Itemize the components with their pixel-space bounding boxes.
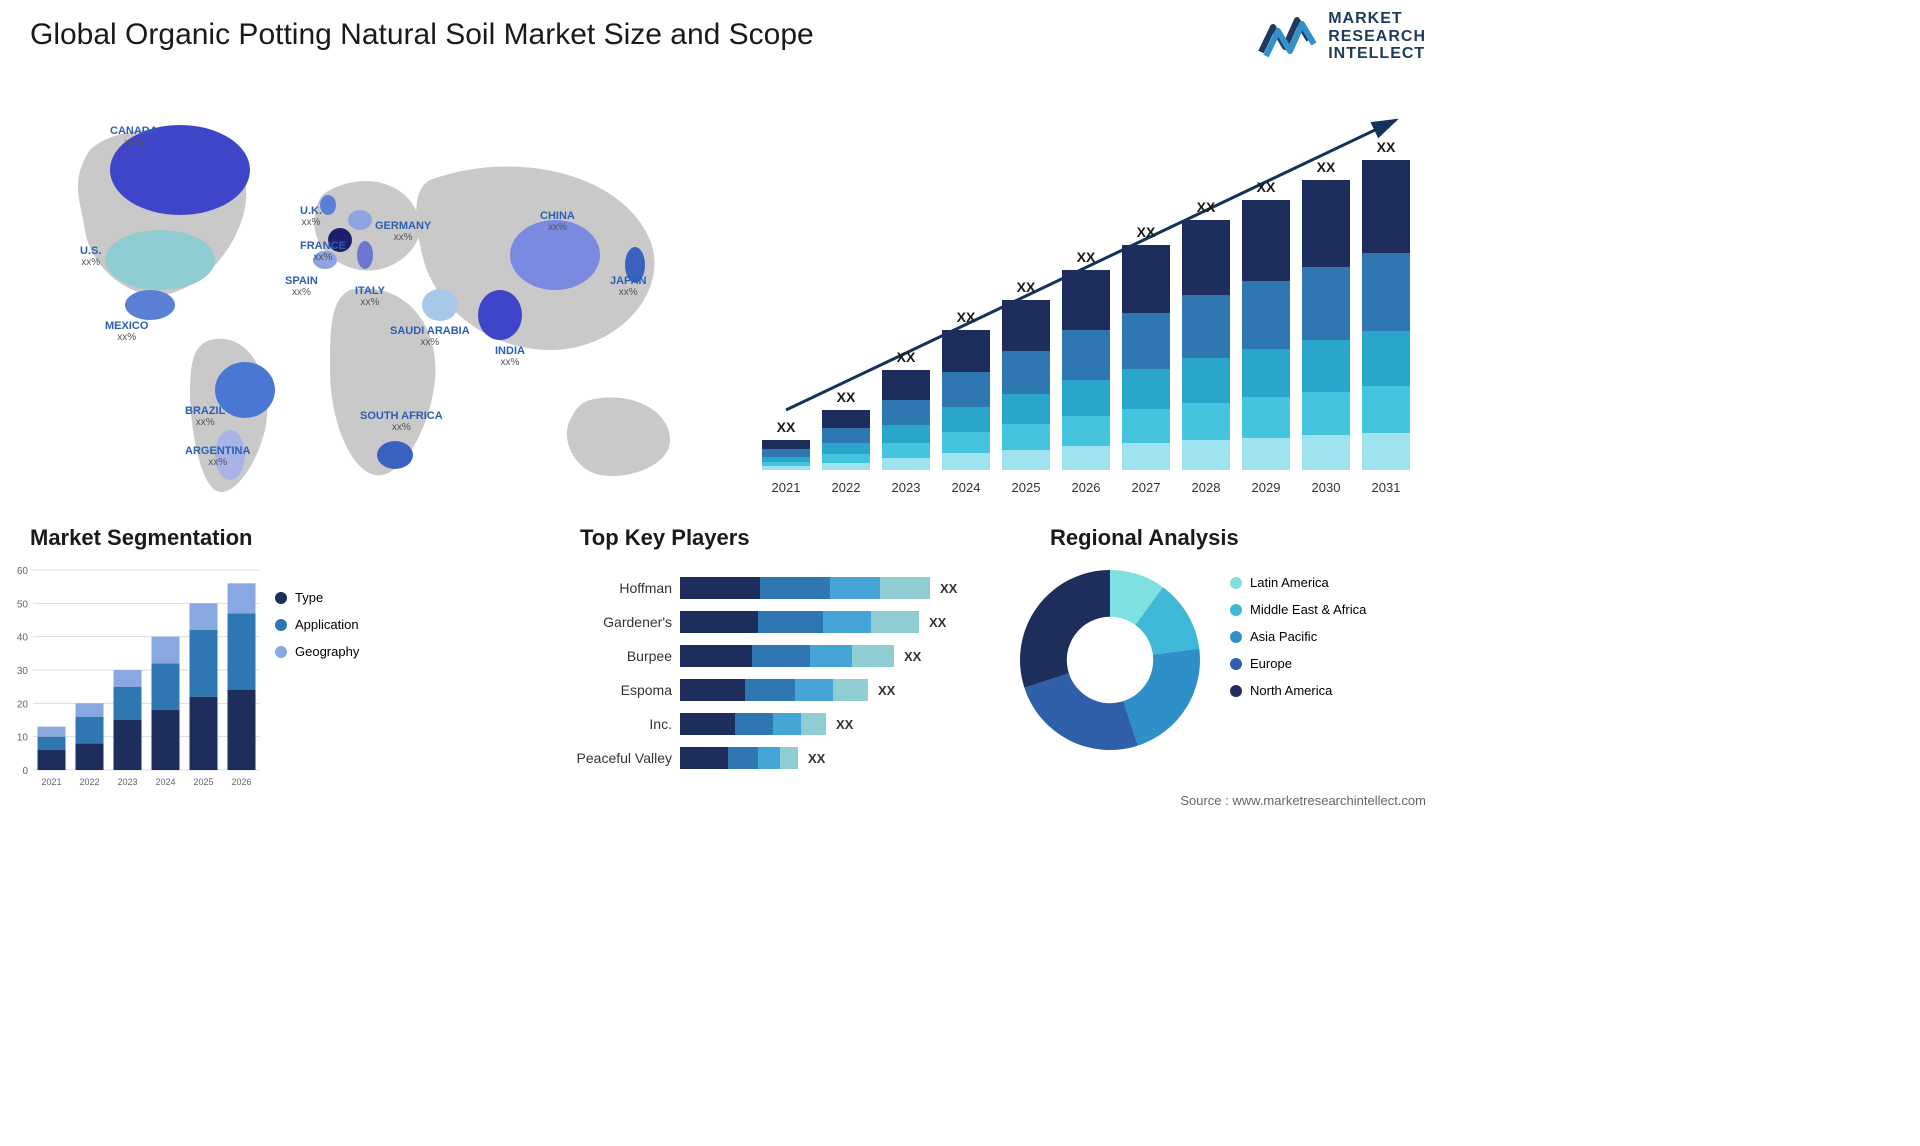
player-row: Gardener'sXX [560,609,980,635]
logo-line3: INTELLECT [1328,45,1426,63]
regional-legend-item: Asia Pacific [1230,629,1366,644]
regional-legend: Latin America Middle East & Africa Asia Pa… [1230,575,1366,710]
player-row: BurpeeXX [560,643,980,669]
world-map-panel: CANADAxx% U.S.xx% MEXICOxx% BRAZILxx% ARGENT… [30,90,710,510]
regional-legend-item: Latin America [1230,575,1366,590]
bar-xlabel: 2026 [1062,480,1110,495]
bar-xlabel: 2031 [1362,480,1410,495]
brand-logo: MARKET RESEARCH INTELLECT [1258,10,1426,63]
bar-value-label: XX [1062,249,1110,265]
regional-title: Regional Analysis [1050,525,1239,551]
bar-value-label: XX [942,309,990,325]
map-label-saudiarabia: SAUDI ARABIAxx% [390,325,470,348]
bar-xlabel: 2025 [1002,480,1050,495]
brand-logo-icon [1258,12,1318,60]
bar-2023 [882,370,930,470]
segmentation-legend-item: Geography [275,644,359,659]
map-label-italy: ITALYxx% [355,285,385,308]
map-label-spain: SPAINxx% [285,275,318,298]
svg-text:0: 0 [22,766,28,777]
bar-2027 [1122,245,1170,470]
player-row: Peaceful ValleyXX [560,745,980,771]
donut-chart [1010,560,1210,760]
bar-2026 [1062,270,1110,470]
segmentation-title: Market Segmentation [30,525,253,551]
map-label-mexico: MEXICOxx% [105,320,148,343]
svg-text:2024: 2024 [155,777,175,787]
bar-xlabel: 2027 [1122,480,1170,495]
svg-text:30: 30 [17,666,29,677]
bar-value-label: XX [1182,199,1230,215]
bar-value-label: XX [822,389,870,405]
map-label-canada: CANADAxx% [110,125,158,148]
bar-xlabel: 2023 [882,480,930,495]
regional-legend-item: Europe [1230,656,1366,671]
regional-legend-item: North America [1230,683,1366,698]
bar-value-label: XX [762,419,810,435]
bar-value-label: XX [1122,224,1170,240]
map-label-france: FRANCExx% [300,240,346,263]
svg-text:2022: 2022 [79,777,99,787]
svg-text:2026: 2026 [231,777,251,787]
map-label-uk: U.K.xx% [300,205,322,228]
bar-value-label: XX [1002,279,1050,295]
bar-2022 [822,410,870,470]
map-label-china: CHINAxx% [540,210,575,233]
svg-text:2025: 2025 [193,777,213,787]
map-label-argentina: ARGENTINAxx% [185,445,250,468]
map-label-germany: GERMANYxx% [375,220,431,243]
bar-xlabel: 2029 [1242,480,1290,495]
svg-text:50: 50 [17,599,29,610]
bar-value-label: XX [1302,159,1350,175]
segmentation-legend: Type Application Geography [275,590,359,671]
bar-value-label: XX [882,349,930,365]
bar-xlabel: 2024 [942,480,990,495]
bar-2025 [1002,300,1050,470]
map-label-southafrica: SOUTH AFRICAxx% [360,410,443,433]
logo-line1: MARKET [1328,10,1426,28]
bar-2024 [942,330,990,470]
bar-2030 [1302,180,1350,470]
segmentation-legend-item: Type [275,590,359,605]
player-row: Inc.XX [560,711,980,737]
bar-2031 [1362,160,1410,470]
bar-2029 [1242,200,1290,470]
logo-line2: RESEARCH [1328,28,1426,46]
map-label-brazil: BRAZILxx% [185,405,225,428]
bar-value-label: XX [1362,139,1410,155]
bar-2021 [762,440,810,470]
main-bar-chart: 2021 XX 2022 XX 2023 XX 2024 XX 2025 XX 2026 XX 2027… [746,100,1426,500]
bar-value-label: XX [1242,179,1290,195]
bar-2028 [1182,220,1230,470]
player-row: HoffmanXX [560,575,980,601]
players-title: Top Key Players [580,525,750,551]
segmentation-legend-item: Application [275,617,359,632]
segmentation-chart: 0 10 20 30 40 50 60 2021 2022 2023 2024 2025 2026 [5,560,265,790]
svg-text:2021: 2021 [41,777,61,787]
map-label-us: U.S.xx% [80,245,101,268]
svg-text:20: 20 [17,699,29,710]
bar-xlabel: 2028 [1182,480,1230,495]
bar-xlabel: 2021 [762,480,810,495]
bar-xlabel: 2022 [822,480,870,495]
svg-text:10: 10 [17,733,29,744]
map-label-japan: JAPANxx% [610,275,646,298]
svg-text:2023: 2023 [117,777,137,787]
bar-xlabel: 2030 [1302,480,1350,495]
players-chart: HoffmanXX Gardener'sXX BurpeeXX EspomaXX Inc… [560,575,980,779]
page-title: Global Organic Potting Natural Soil Mark… [30,18,814,52]
regional-legend-item: Middle East & Africa [1230,602,1366,617]
svg-text:60: 60 [17,566,29,577]
map-label-india: INDIAxx% [495,345,525,368]
source-attribution: Source : www.marketresearchintellect.com [1180,793,1426,808]
svg-text:40: 40 [17,633,29,644]
player-row: EspomaXX [560,677,980,703]
